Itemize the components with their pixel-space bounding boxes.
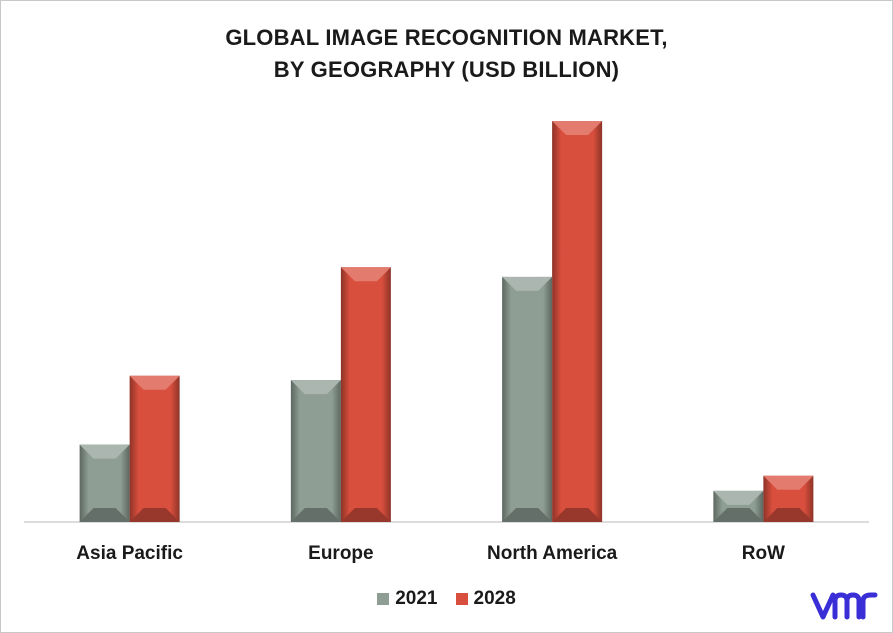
bar-2028-row — [763, 475, 814, 522]
legend-label-2021: 2021 — [395, 588, 438, 609]
chart-title-line-1: GLOBAL IMAGE RECOGNITION MARKET, — [225, 25, 668, 50]
bar-2028-north-america — [552, 121, 603, 523]
chart-legend: 2021 2028 — [0, 588, 893, 610]
bar-2021-asia-pacific — [79, 444, 130, 522]
legend-swatch-2028 — [455, 593, 468, 605]
x-tick-label: Europe — [308, 543, 373, 564]
legend-item-2028: 2028 — [455, 588, 516, 610]
x-tick-label: Asia Pacific — [76, 543, 183, 564]
bar-2021-row — [713, 490, 764, 522]
bar-2028-asia-pacific — [129, 375, 180, 522]
legend-item-2021: 2021 — [377, 588, 438, 610]
vmr-logo-icon — [810, 592, 878, 620]
x-tick-label: North America — [487, 543, 618, 564]
legend-swatch-2021 — [377, 593, 390, 605]
x-tick-label: RoW — [742, 543, 785, 564]
chart-title: GLOBAL IMAGE RECOGNITION MARKET, BY GEOG… — [0, 22, 893, 86]
legend-label-2028: 2028 — [473, 588, 516, 609]
bar-2021-europe — [290, 380, 341, 522]
bar-2021-north-america — [502, 276, 553, 522]
bar-2028-europe — [340, 267, 391, 522]
chart-title-line-2: BY GEOGRAPHY (USD BILLION) — [273, 57, 620, 82]
